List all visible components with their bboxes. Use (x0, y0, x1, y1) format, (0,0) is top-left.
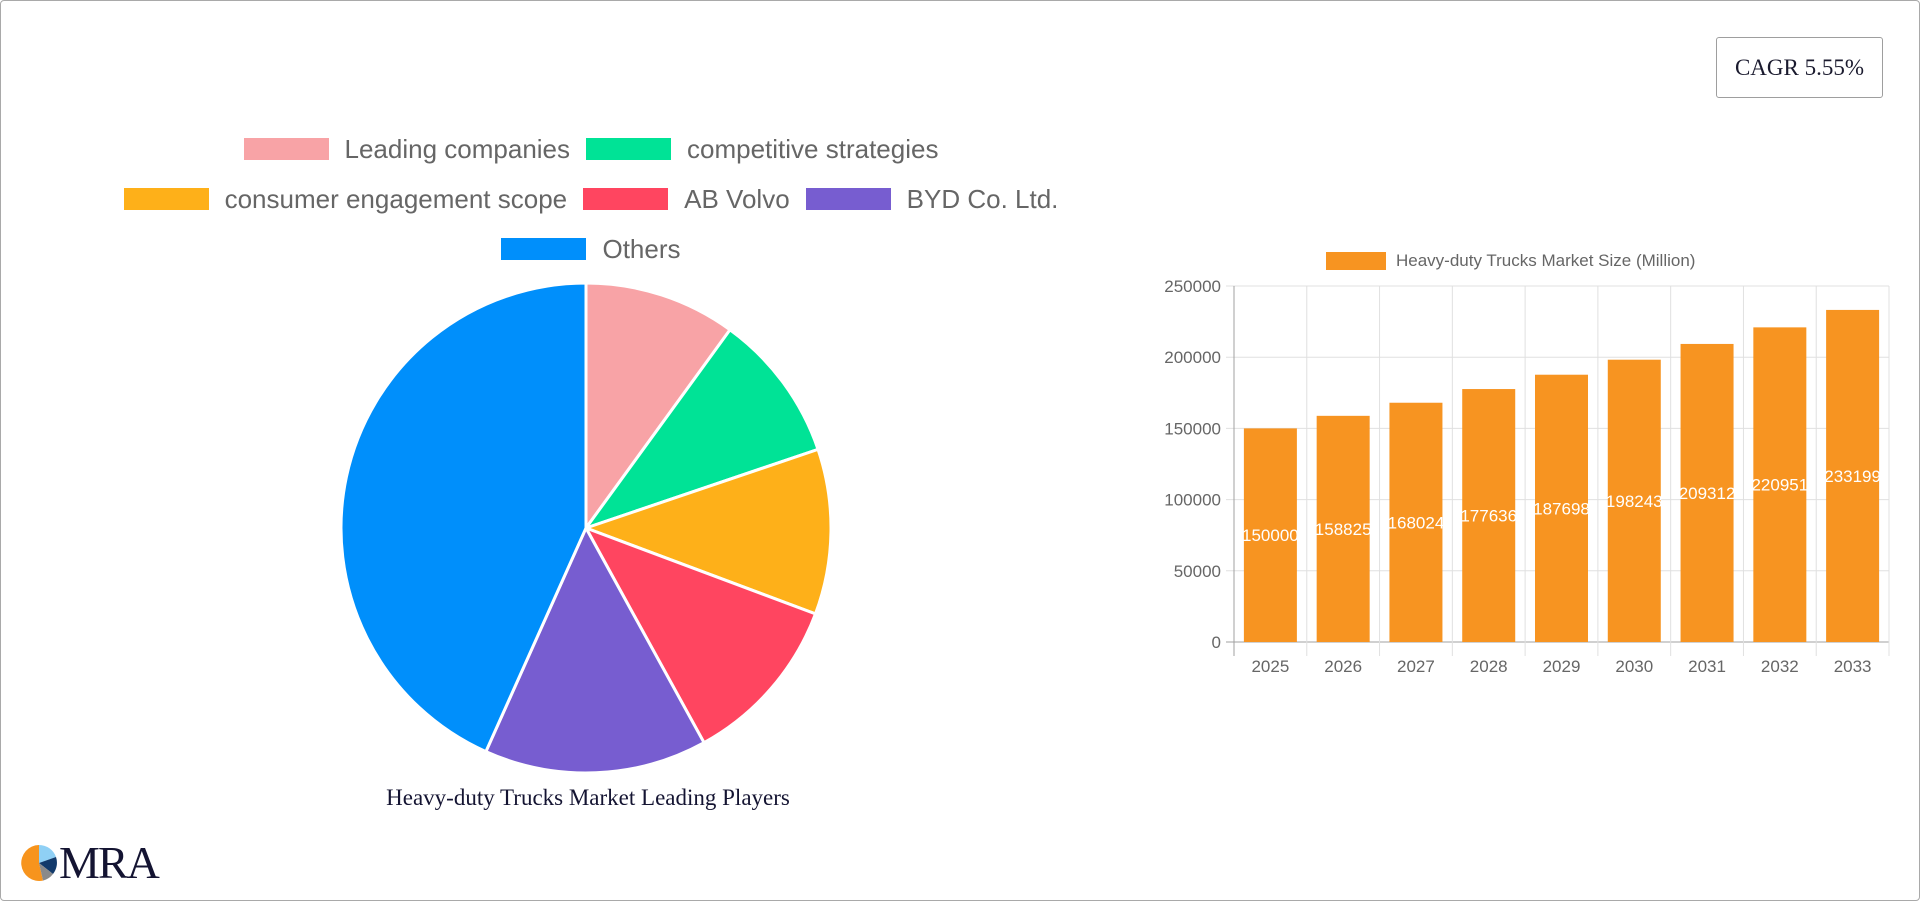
pie-slice[interactable] (339, 281, 588, 754)
pie-chart (339, 281, 833, 775)
pie-legend-swatch (501, 238, 587, 260)
bar[interactable] (1607, 359, 1661, 642)
bar[interactable] (1535, 374, 1588, 642)
logo-pie-icon (21, 845, 57, 881)
x-tick-label: 2031 (1688, 657, 1726, 676)
bar-chart-svg: 0 50000 100000 150000 200000 250000 150000 2025… (1164, 277, 1890, 676)
x-tick-label: 2025 (1251, 657, 1289, 676)
pie-slice[interactable] (582, 525, 818, 745)
pie-legend-label: consumer engagement scope (224, 183, 568, 214)
pie-legend-item[interactable]: competitive strategies (586, 134, 938, 165)
pie-legend-item[interactable]: BYD Co. Ltd. (805, 183, 1059, 215)
x-tick-label: 2029 (1543, 657, 1581, 676)
bar-chart: 0 50000 100000 150000 200000 250000 150000 2025… (1131, 271, 1911, 691)
y-tick-label: 150000 (1164, 419, 1221, 438)
pie-legend-row: Others (61, 224, 1121, 274)
y-tick-label: 50000 (1174, 562, 1221, 581)
x-tick-label: 2030 (1615, 657, 1653, 676)
bar[interactable] (1462, 389, 1516, 642)
pie-slice[interactable] (581, 447, 833, 616)
pie-legend-row: consumer engagement scope AB Volvo BYD Co.… (61, 174, 1121, 224)
y-tick-label: 200000 (1164, 348, 1221, 367)
pie-legend-swatch (583, 188, 669, 210)
bar-value-label: 198243 (1606, 492, 1663, 511)
bar-value-label: 209312 (1679, 484, 1736, 503)
bar-value-label: 158825 (1315, 520, 1372, 539)
bar-legend-item[interactable]: Heavy-duty Trucks Market Size (Million) (1326, 251, 1695, 271)
pie-slice[interactable] (483, 524, 707, 775)
bar-value-label: 177636 (1460, 507, 1517, 526)
y-tick-label: 100000 (1164, 491, 1221, 510)
x-tick-label: 2026 (1324, 657, 1362, 676)
bar[interactable] (1243, 428, 1297, 642)
bar[interactable] (1826, 309, 1880, 642)
y-tick-label: 250000 (1164, 277, 1221, 296)
pie-legend-label: Others (602, 233, 681, 264)
bar-value-label: 220951 (1751, 476, 1808, 495)
mra-logo: MRA (21, 837, 160, 888)
bar-value-label: 150000 (1242, 526, 1299, 545)
cagr-label: CAGR 5.55% (1734, 54, 1865, 80)
pie-slice[interactable] (584, 281, 733, 533)
y-tick-label: 0 (1212, 633, 1221, 652)
logo-text: MRA (59, 837, 160, 888)
pie-legend-item[interactable]: AB Volvo (583, 184, 790, 215)
pie-legend-swatch (586, 138, 672, 160)
x-tick-label: 2032 (1761, 657, 1799, 676)
pie-legend-swatch (123, 188, 209, 210)
pie-legend-label: Leading companies (344, 133, 571, 164)
bar-legend-swatch (1326, 252, 1386, 270)
pie-legend-label: BYD Co. Ltd. (906, 183, 1059, 214)
x-tick-label: 2027 (1397, 657, 1435, 676)
x-tick-label: 2028 (1470, 657, 1508, 676)
pie-slice[interactable] (582, 327, 820, 531)
bar-value-label: 168024 (1388, 513, 1445, 532)
pie-legend-item[interactable]: Others (501, 233, 681, 265)
bar[interactable] (1680, 343, 1734, 642)
pie-legend-swatch (243, 138, 329, 160)
pie-legend-swatch (805, 188, 891, 210)
pie-legend-label: AB Volvo (684, 183, 790, 214)
bar-legend-label: Heavy-duty Trucks Market Size (Million) (1396, 251, 1696, 270)
pie-legend: Leading companies competitive strategies c… (61, 124, 1121, 274)
bar-value-label: 187698 (1533, 499, 1590, 518)
pie-legend-item[interactable]: consumer engagement scope (123, 183, 568, 215)
bar[interactable] (1389, 402, 1443, 642)
bar[interactable] (1753, 327, 1807, 642)
x-tick-label: 2033 (1834, 657, 1872, 676)
pie-chart-title: Heavy-duty Trucks Market Leading Players (386, 785, 790, 810)
bar[interactable] (1316, 415, 1370, 642)
pie-legend-label: competitive strategies (687, 133, 939, 164)
pie-legend-item[interactable]: Leading companies (243, 133, 571, 165)
bar-value-label: 233199 (1824, 467, 1881, 486)
pie-legend-row: Leading companies competitive strategies (61, 124, 1121, 174)
pie-chart-svg (339, 281, 833, 775)
cagr-badge: CAGR 5.55% (1716, 37, 1883, 98)
